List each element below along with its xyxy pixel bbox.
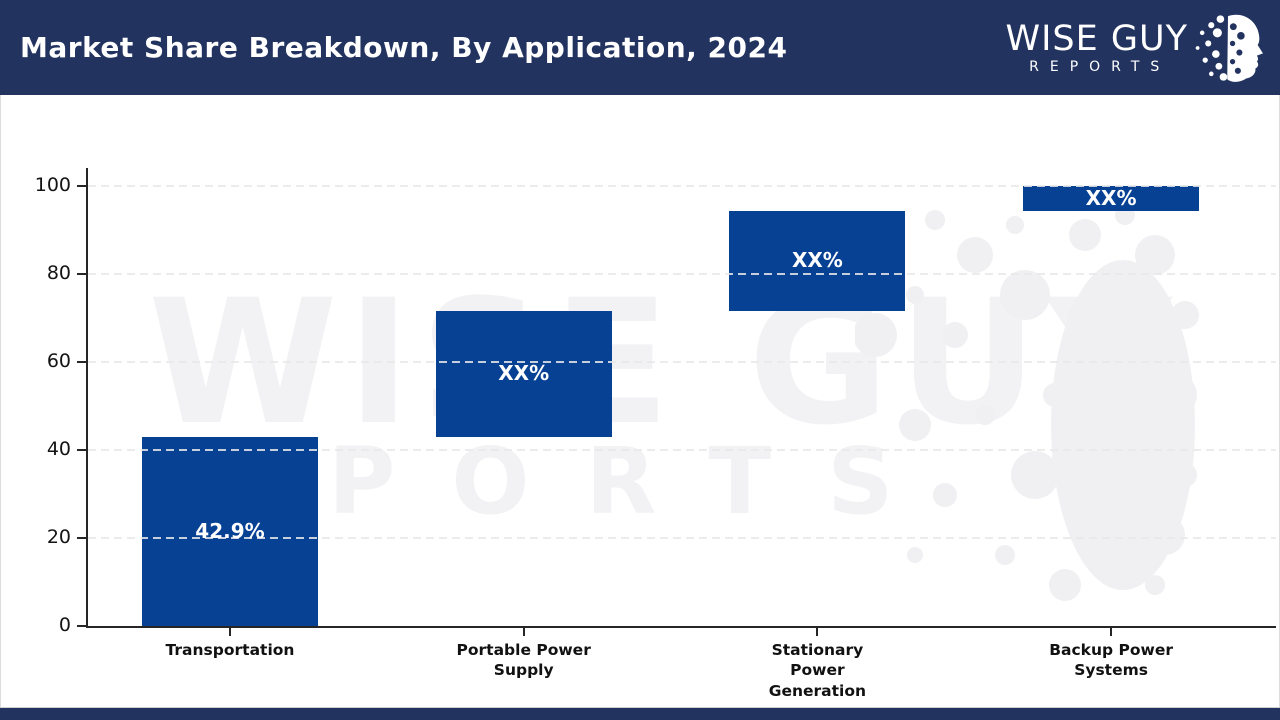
x-axis-line <box>86 626 1276 628</box>
x-tick-mark <box>1110 628 1113 636</box>
y-tick-label: 100 <box>34 174 71 196</box>
y-tick-mark <box>77 361 86 363</box>
y-tick-label: 40 <box>46 438 71 460</box>
y-tick-label: 60 <box>46 350 71 372</box>
brand-logo: WISE GUY REPORTS <box>1005 6 1266 90</box>
gridline <box>88 449 1276 451</box>
bar <box>435 311 612 438</box>
logo-text: WISE GUY REPORTS <box>1005 18 1188 76</box>
x-tick-mark <box>522 628 525 636</box>
gridline <box>88 185 1276 187</box>
logo-head-icon <box>1195 14 1263 82</box>
footer-bar <box>0 707 1280 720</box>
y-tick-mark <box>77 273 86 275</box>
chart-title: Market Share Breakdown, By Application, … <box>20 31 788 64</box>
bar <box>142 437 318 626</box>
bar-value-label: XX% <box>1085 185 1137 210</box>
gridline <box>88 361 1276 363</box>
bar-value-label: XX% <box>498 361 550 386</box>
gridline <box>88 273 1276 275</box>
x-category-label: Transportation <box>165 641 295 659</box>
y-tick-mark <box>77 185 86 187</box>
bar-value-label: XX% <box>791 248 843 273</box>
x-tick-mark <box>229 628 231 636</box>
y-tick-mark <box>77 449 86 451</box>
x-category-label: Backup Power Systems <box>1049 641 1173 680</box>
y-tick-label: 20 <box>46 526 71 548</box>
y-tick-label: 0 <box>58 614 71 636</box>
y-tick-label: 80 <box>46 262 71 284</box>
header: Market Share Breakdown, By Application, … <box>0 0 1280 95</box>
y-tick-mark <box>77 537 86 539</box>
logo-wordmark: WISE GUY <box>1005 18 1188 59</box>
y-axis-line <box>86 168 88 628</box>
bar-value-label: 42.9% <box>195 518 265 543</box>
x-category-label: Portable Power Supply <box>456 641 591 680</box>
bar <box>1023 186 1200 212</box>
gridline <box>88 537 1276 539</box>
y-tick-mark <box>77 625 86 627</box>
x-category-label: Stationary Power Generation <box>768 641 867 700</box>
x-tick-mark <box>816 628 819 636</box>
logo-subtitle: REPORTS <box>1029 59 1171 76</box>
